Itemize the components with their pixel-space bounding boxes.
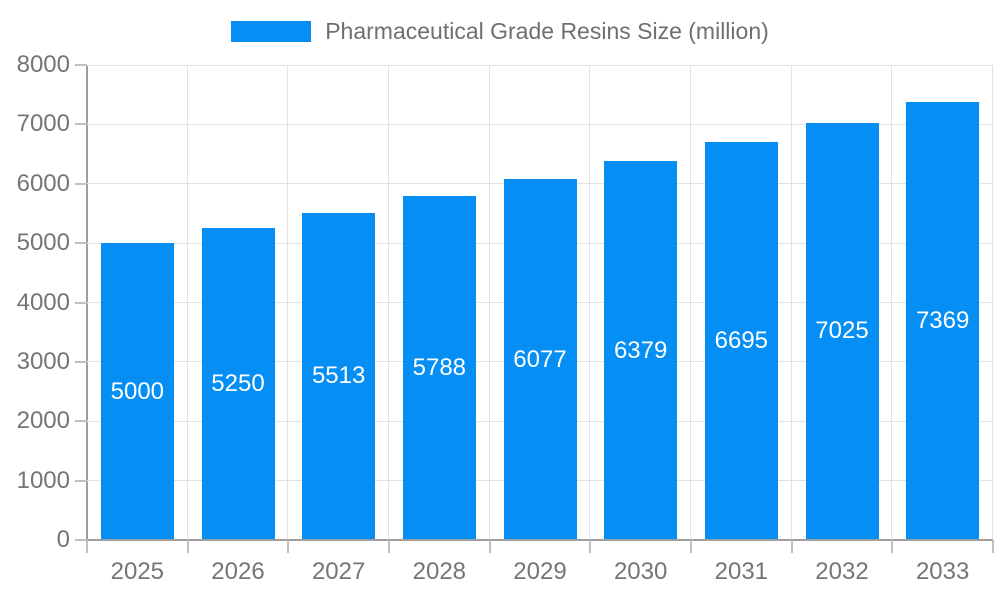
x-axis-label-2031: 2031	[714, 558, 769, 585]
y-axis-label: 1000	[16, 466, 70, 494]
y-axis-tick	[75, 64, 87, 66]
x-axis-tick	[186, 540, 189, 553]
gridline-h	[87, 64, 993, 66]
x-axis-label-2025: 2025	[110, 558, 165, 585]
x-axis-tick	[589, 540, 592, 553]
bar-2032[interactable]: 7025	[805, 122, 879, 540]
y-axis-label: 2000	[16, 407, 70, 435]
bar-2029[interactable]: 6077	[503, 179, 577, 540]
y-axis-tick	[75, 242, 87, 245]
y-axis-tick	[75, 479, 87, 482]
bar-2026[interactable]: 5250	[201, 228, 275, 540]
gridline-v	[388, 65, 389, 540]
legend-swatch[interactable]	[231, 21, 312, 42]
gridline-v	[186, 65, 188, 540]
x-axis-tick	[891, 540, 894, 553]
y-axis-label: 4000	[16, 288, 70, 316]
x-axis-line	[87, 539, 993, 541]
legend[interactable]: Pharmaceutical Grade Resins Size (millio…	[0, 20, 1000, 43]
x-axis-tick	[790, 540, 793, 553]
x-axis-tick	[488, 540, 491, 553]
legend-label: Pharmaceutical Grade Resins Size (millio…	[325, 18, 769, 44]
y-axis-label: 3000	[16, 347, 70, 375]
y-axis-tick	[75, 539, 87, 541]
x-axis-tick	[690, 540, 692, 553]
plot-area: 5000 5250 5513 5788 6077 6379 6695 7025 7369	[87, 64, 993, 540]
bar-value-label: 5788	[412, 354, 467, 382]
x-axis-label-2033: 2033	[915, 558, 970, 585]
gridline-v	[790, 65, 792, 540]
y-axis-tick	[75, 360, 87, 363]
gridline-v	[589, 65, 591, 540]
y-axis-tick	[75, 420, 87, 423]
bar-value-label: 6077	[513, 345, 567, 373]
bar-value-label: 5513	[311, 362, 366, 390]
gridline-v	[287, 65, 289, 540]
bar-2033[interactable]: 7369	[906, 102, 980, 540]
bar-value-label: 6695	[714, 327, 769, 355]
x-axis-tick	[86, 540, 88, 553]
bar-value-label: 6379	[613, 336, 668, 364]
x-axis-label-2026: 2026	[211, 558, 265, 585]
y-axis-tick	[75, 123, 87, 126]
y-axis-label: 6000	[16, 169, 70, 197]
y-axis-tick	[75, 182, 87, 185]
x-axis-label-2032: 2032	[815, 558, 869, 585]
y-axis-label: 0	[56, 526, 70, 553]
gridline-h	[87, 123, 993, 125]
bar-2027[interactable]: 5513	[302, 212, 376, 540]
bar-2030[interactable]: 6379	[604, 161, 678, 540]
x-axis-label-2029: 2029	[513, 558, 567, 585]
bar-2025[interactable]: 5000	[100, 243, 174, 540]
bar-value-label: 5000	[110, 377, 165, 405]
x-axis-label-2027: 2027	[311, 558, 366, 585]
x-axis-tick	[388, 540, 390, 553]
y-axis-label: 5000	[16, 229, 70, 257]
gridline-v	[488, 65, 490, 540]
bar-2031[interactable]: 6695	[704, 142, 778, 540]
x-axis-tick	[287, 540, 290, 553]
x-axis-label-2028: 2028	[412, 558, 467, 585]
x-axis-tick	[992, 540, 994, 553]
bar-value-label: 7369	[915, 307, 970, 335]
bar-value-label: 7025	[815, 317, 869, 345]
gridline-v	[891, 65, 893, 540]
x-axis-label-2030: 2030	[613, 558, 668, 585]
bar-2028[interactable]: 5788	[402, 196, 476, 540]
gridline-v	[992, 65, 993, 540]
y-axis-tick	[75, 301, 87, 304]
gridline-v	[690, 65, 691, 540]
bar-value-label: 5250	[211, 370, 265, 398]
y-axis-label: 7000	[16, 110, 70, 138]
y-axis-label: 8000	[16, 51, 70, 78]
